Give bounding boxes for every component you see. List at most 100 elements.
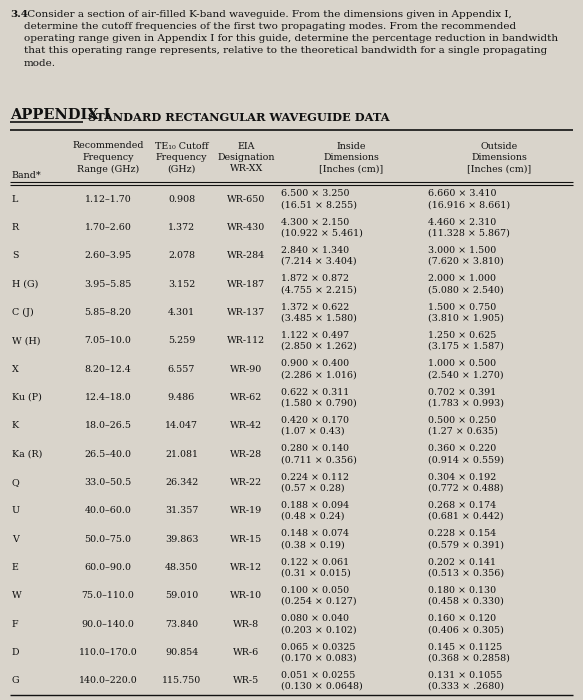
- Text: 60.0–90.0: 60.0–90.0: [85, 563, 132, 572]
- Text: 1.250 × 0.625
(3.175 × 1.587): 1.250 × 0.625 (3.175 × 1.587): [428, 331, 504, 351]
- Text: 0.224 × 0.112
(0.57 × 0.28): 0.224 × 0.112 (0.57 × 0.28): [281, 473, 349, 492]
- Text: 0.360 × 0.220
(0.914 × 0.559): 0.360 × 0.220 (0.914 × 0.559): [428, 444, 504, 464]
- Text: WR-6: WR-6: [233, 648, 259, 657]
- Text: APPENDIX I: APPENDIX I: [10, 108, 111, 122]
- Text: 2.60–3.95: 2.60–3.95: [85, 251, 132, 260]
- Text: 9.486: 9.486: [168, 393, 195, 402]
- Text: 2.078: 2.078: [168, 251, 195, 260]
- Text: 0.908: 0.908: [168, 195, 195, 204]
- Text: 7.05–10.0: 7.05–10.0: [85, 336, 131, 345]
- Text: WR-19: WR-19: [230, 506, 262, 515]
- Text: 0.122 × 0.061
(0.31 × 0.015): 0.122 × 0.061 (0.31 × 0.015): [281, 558, 351, 577]
- Text: 110.0–170.0: 110.0–170.0: [79, 648, 138, 657]
- Text: 4.301: 4.301: [168, 308, 195, 317]
- Text: 3.152: 3.152: [168, 280, 195, 288]
- Text: WR-15: WR-15: [230, 535, 262, 544]
- Text: STANDARD RECTANGULAR WAVEGUIDE DATA: STANDARD RECTANGULAR WAVEGUIDE DATA: [88, 112, 389, 123]
- Text: Ka (R): Ka (R): [12, 449, 43, 459]
- Text: C (J): C (J): [12, 308, 34, 317]
- Text: 90.854: 90.854: [165, 648, 198, 657]
- Text: 0.131 × 0.1055
(0.333 × .2680): 0.131 × 0.1055 (0.333 × .2680): [428, 671, 504, 691]
- Text: 6.557: 6.557: [168, 365, 195, 374]
- Text: Band*: Band*: [12, 171, 42, 180]
- Text: 140.0–220.0: 140.0–220.0: [79, 676, 138, 685]
- Text: 0.080 × 0.040
(0.203 × 0.102): 0.080 × 0.040 (0.203 × 0.102): [281, 615, 357, 634]
- Text: K: K: [12, 421, 19, 430]
- Text: 5.259: 5.259: [168, 336, 195, 345]
- Text: Q: Q: [12, 478, 20, 487]
- Text: 2.000 × 1.000
(5.080 × 2.540): 2.000 × 1.000 (5.080 × 2.540): [428, 274, 504, 294]
- Text: 18.0–26.5: 18.0–26.5: [85, 421, 132, 430]
- Text: H (G): H (G): [12, 280, 38, 288]
- Text: 2.840 × 1.340
(7.214 × 3.404): 2.840 × 1.340 (7.214 × 3.404): [281, 246, 357, 266]
- Text: 4.300 × 2.150
(10.922 × 5.461): 4.300 × 2.150 (10.922 × 5.461): [281, 218, 363, 237]
- Text: 40.0–60.0: 40.0–60.0: [85, 506, 131, 515]
- Text: WR-10: WR-10: [230, 592, 262, 601]
- Text: 1.70–2.60: 1.70–2.60: [85, 223, 131, 232]
- Text: 3.000 × 1.500
(7.620 × 3.810): 3.000 × 1.500 (7.620 × 3.810): [428, 246, 504, 266]
- Text: 0.420 × 0.170
(1.07 × 0.43): 0.420 × 0.170 (1.07 × 0.43): [281, 416, 349, 435]
- Text: 3.4: 3.4: [10, 10, 28, 19]
- Text: 115.750: 115.750: [162, 676, 201, 685]
- Text: 33.0–50.5: 33.0–50.5: [85, 478, 132, 487]
- Text: 0.900 × 0.400
(2.286 × 1.016): 0.900 × 0.400 (2.286 × 1.016): [281, 359, 357, 379]
- Text: WR-187: WR-187: [227, 280, 266, 288]
- Text: X: X: [12, 365, 19, 374]
- Text: 21.081: 21.081: [165, 449, 198, 459]
- Text: 0.702 × 0.391
(1.783 × 0.993): 0.702 × 0.391 (1.783 × 0.993): [428, 388, 504, 407]
- Text: U: U: [12, 506, 20, 515]
- Text: Consider a section of air-filled K-band waveguide. From the dimensions given in : Consider a section of air-filled K-band …: [24, 10, 558, 68]
- Text: WR-284: WR-284: [227, 251, 266, 260]
- Text: E: E: [12, 563, 19, 572]
- Text: 59.010: 59.010: [165, 592, 198, 601]
- Text: WR-8: WR-8: [233, 620, 259, 629]
- Text: W (H): W (H): [12, 336, 40, 345]
- Text: 0.280 × 0.140
(0.711 × 0.356): 0.280 × 0.140 (0.711 × 0.356): [281, 444, 357, 464]
- Text: 48.350: 48.350: [165, 563, 198, 572]
- Text: 1.372: 1.372: [168, 223, 195, 232]
- Text: W: W: [12, 592, 22, 601]
- Text: 39.863: 39.863: [165, 535, 198, 544]
- Text: 14.047: 14.047: [165, 421, 198, 430]
- Text: F: F: [12, 620, 19, 629]
- Text: 1.000 × 0.500
(2.540 × 1.270): 1.000 × 0.500 (2.540 × 1.270): [428, 359, 504, 379]
- Text: Inside
Dimensions
[Inches (cm)]: Inside Dimensions [Inches (cm)]: [319, 141, 384, 174]
- Text: 90.0–140.0: 90.0–140.0: [82, 620, 135, 629]
- Text: S: S: [12, 251, 19, 260]
- Text: 0.100 × 0.050
(0.254 × 0.127): 0.100 × 0.050 (0.254 × 0.127): [281, 586, 357, 606]
- Text: Recommended
Frequency
Range (GHz): Recommended Frequency Range (GHz): [72, 141, 144, 174]
- Text: 1.372 × 0.622
(3.485 × 1.580): 1.372 × 0.622 (3.485 × 1.580): [281, 302, 357, 323]
- Text: R: R: [12, 223, 19, 232]
- Text: 1.500 × 0.750
(3.810 × 1.905): 1.500 × 0.750 (3.810 × 1.905): [428, 302, 504, 323]
- Text: 75.0–110.0: 75.0–110.0: [82, 592, 135, 601]
- Text: 26.342: 26.342: [165, 478, 198, 487]
- Text: 12.4–18.0: 12.4–18.0: [85, 393, 131, 402]
- Text: WR-28: WR-28: [230, 449, 262, 459]
- Text: L: L: [12, 195, 19, 204]
- Text: 1.12–1.70: 1.12–1.70: [85, 195, 131, 204]
- Text: 0.500 × 0.250
(1.27 × 0.635): 0.500 × 0.250 (1.27 × 0.635): [428, 416, 498, 435]
- Text: 0.160 × 0.120
(0.406 × 0.305): 0.160 × 0.120 (0.406 × 0.305): [428, 615, 504, 634]
- Text: 50.0–75.0: 50.0–75.0: [85, 535, 132, 544]
- Text: WR-5: WR-5: [233, 676, 259, 685]
- Text: 6.500 × 3.250
(16.51 × 8.255): 6.500 × 3.250 (16.51 × 8.255): [281, 189, 357, 209]
- Text: D: D: [12, 648, 19, 657]
- Text: 73.840: 73.840: [165, 620, 198, 629]
- Text: WR-42: WR-42: [230, 421, 262, 430]
- Text: 0.268 × 0.174
(0.681 × 0.442): 0.268 × 0.174 (0.681 × 0.442): [428, 501, 504, 521]
- Text: WR-62: WR-62: [230, 393, 262, 402]
- Text: WR-90: WR-90: [230, 365, 262, 374]
- Text: WR-430: WR-430: [227, 223, 266, 232]
- Text: 0.622 × 0.311
(1.580 × 0.790): 0.622 × 0.311 (1.580 × 0.790): [281, 388, 357, 407]
- Text: Ku (P): Ku (P): [12, 393, 42, 402]
- Text: EIA
Designation
WR-XX: EIA Designation WR-XX: [217, 141, 275, 174]
- Text: WR-112: WR-112: [227, 336, 266, 345]
- Text: V: V: [12, 535, 19, 544]
- Text: 3.95–5.85: 3.95–5.85: [85, 280, 132, 288]
- Text: 0.304 × 0.192
(0.772 × 0.488): 0.304 × 0.192 (0.772 × 0.488): [428, 473, 504, 492]
- Text: 0.051 × 0.0255
(0.130 × 0.0648): 0.051 × 0.0255 (0.130 × 0.0648): [281, 671, 363, 691]
- Text: 0.188 × 0.094
(0.48 × 0.24): 0.188 × 0.094 (0.48 × 0.24): [281, 501, 349, 521]
- Text: Outside
Dimensions
[Inches (cm)]: Outside Dimensions [Inches (cm)]: [467, 141, 531, 174]
- Text: 0.180 × 0.130
(0.458 × 0.330): 0.180 × 0.130 (0.458 × 0.330): [428, 586, 504, 606]
- Text: 1.122 × 0.497
(2.850 × 1.262): 1.122 × 0.497 (2.850 × 1.262): [281, 331, 357, 351]
